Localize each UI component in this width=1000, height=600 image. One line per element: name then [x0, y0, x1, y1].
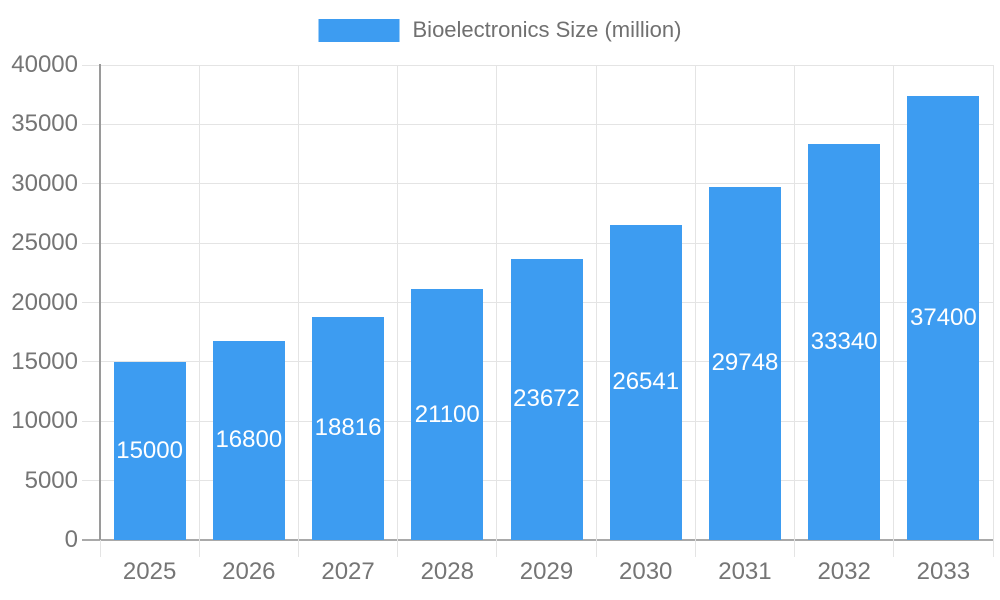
bar-2025[interactable]: 15000	[113, 361, 186, 540]
y-axis-tick-label: 10000	[11, 407, 78, 435]
x-axis-tick-label: 2030	[619, 558, 673, 585]
bar-2030[interactable]: 26541	[609, 224, 682, 540]
x-axis-tick-label: 2028	[420, 558, 474, 585]
y-axis-tick-label: 35000	[11, 110, 78, 138]
legend-swatch	[318, 18, 400, 42]
x-axis-tick-label: 2025	[122, 558, 177, 585]
x-axis-tick-label: 2032	[817, 558, 871, 585]
gridline-horizontal	[82, 183, 993, 185]
gridline-horizontal	[82, 123, 993, 125]
gridline-vertical	[198, 65, 200, 557]
x-axis-baseline	[82, 539, 993, 541]
chart-legend[interactable]: Bioelectronics Size (million)	[318, 17, 682, 43]
bar-value-label: 23672	[513, 385, 580, 413]
gridline-horizontal	[82, 64, 993, 66]
y-axis-line	[99, 64, 101, 540]
gridline-vertical	[794, 65, 796, 557]
x-axis-tick-label: 2027	[321, 558, 375, 585]
y-axis-tick-label: 30000	[11, 169, 78, 197]
gridline-vertical	[297, 65, 299, 557]
bar-value-label: 18816	[314, 414, 382, 442]
bar-value-label: 37400	[910, 303, 977, 331]
bar-2031[interactable]: 29748	[708, 186, 781, 540]
x-axis-tick-label: 2029	[519, 558, 574, 585]
y-axis-tick-label: 20000	[11, 288, 78, 316]
bar-2033[interactable]: 37400	[907, 95, 980, 540]
gridline-horizontal	[82, 242, 993, 244]
x-axis-tick-label: 2031	[718, 558, 772, 585]
x-axis-tick-label: 2026	[222, 558, 276, 585]
gridline-vertical	[397, 65, 399, 557]
bar-2026[interactable]: 16800	[212, 340, 285, 540]
bar-value-label: 15000	[116, 436, 183, 464]
bar-value-label: 16800	[215, 426, 283, 454]
bar-value-label: 29748	[711, 349, 779, 377]
bar-2029[interactable]: 23672	[510, 258, 583, 540]
bar-2027[interactable]: 18816	[312, 316, 385, 540]
bar-2028[interactable]: 21100	[411, 289, 484, 540]
legend-label: Bioelectronics Size (million)	[412, 17, 682, 42]
y-axis-tick-label: 5000	[24, 466, 78, 494]
y-axis-tick-label: 15000	[11, 347, 78, 375]
x-axis-tick-label: 2033	[916, 558, 971, 585]
gridline-vertical	[893, 65, 895, 557]
gridline-vertical	[694, 65, 696, 557]
gridline-vertical	[992, 65, 994, 557]
gridline-vertical	[595, 65, 597, 557]
y-axis-tick-label: 25000	[11, 229, 78, 257]
bar-value-label: 21100	[414, 400, 480, 428]
y-axis-tick-label: 40000	[11, 51, 78, 78]
y-axis-tick-label: 0	[64, 526, 78, 553]
bar-2032[interactable]: 33340	[808, 144, 881, 540]
bar-value-label: 33340	[810, 328, 878, 356]
bar-value-label: 26541	[612, 368, 680, 396]
gridline-vertical	[496, 65, 498, 557]
